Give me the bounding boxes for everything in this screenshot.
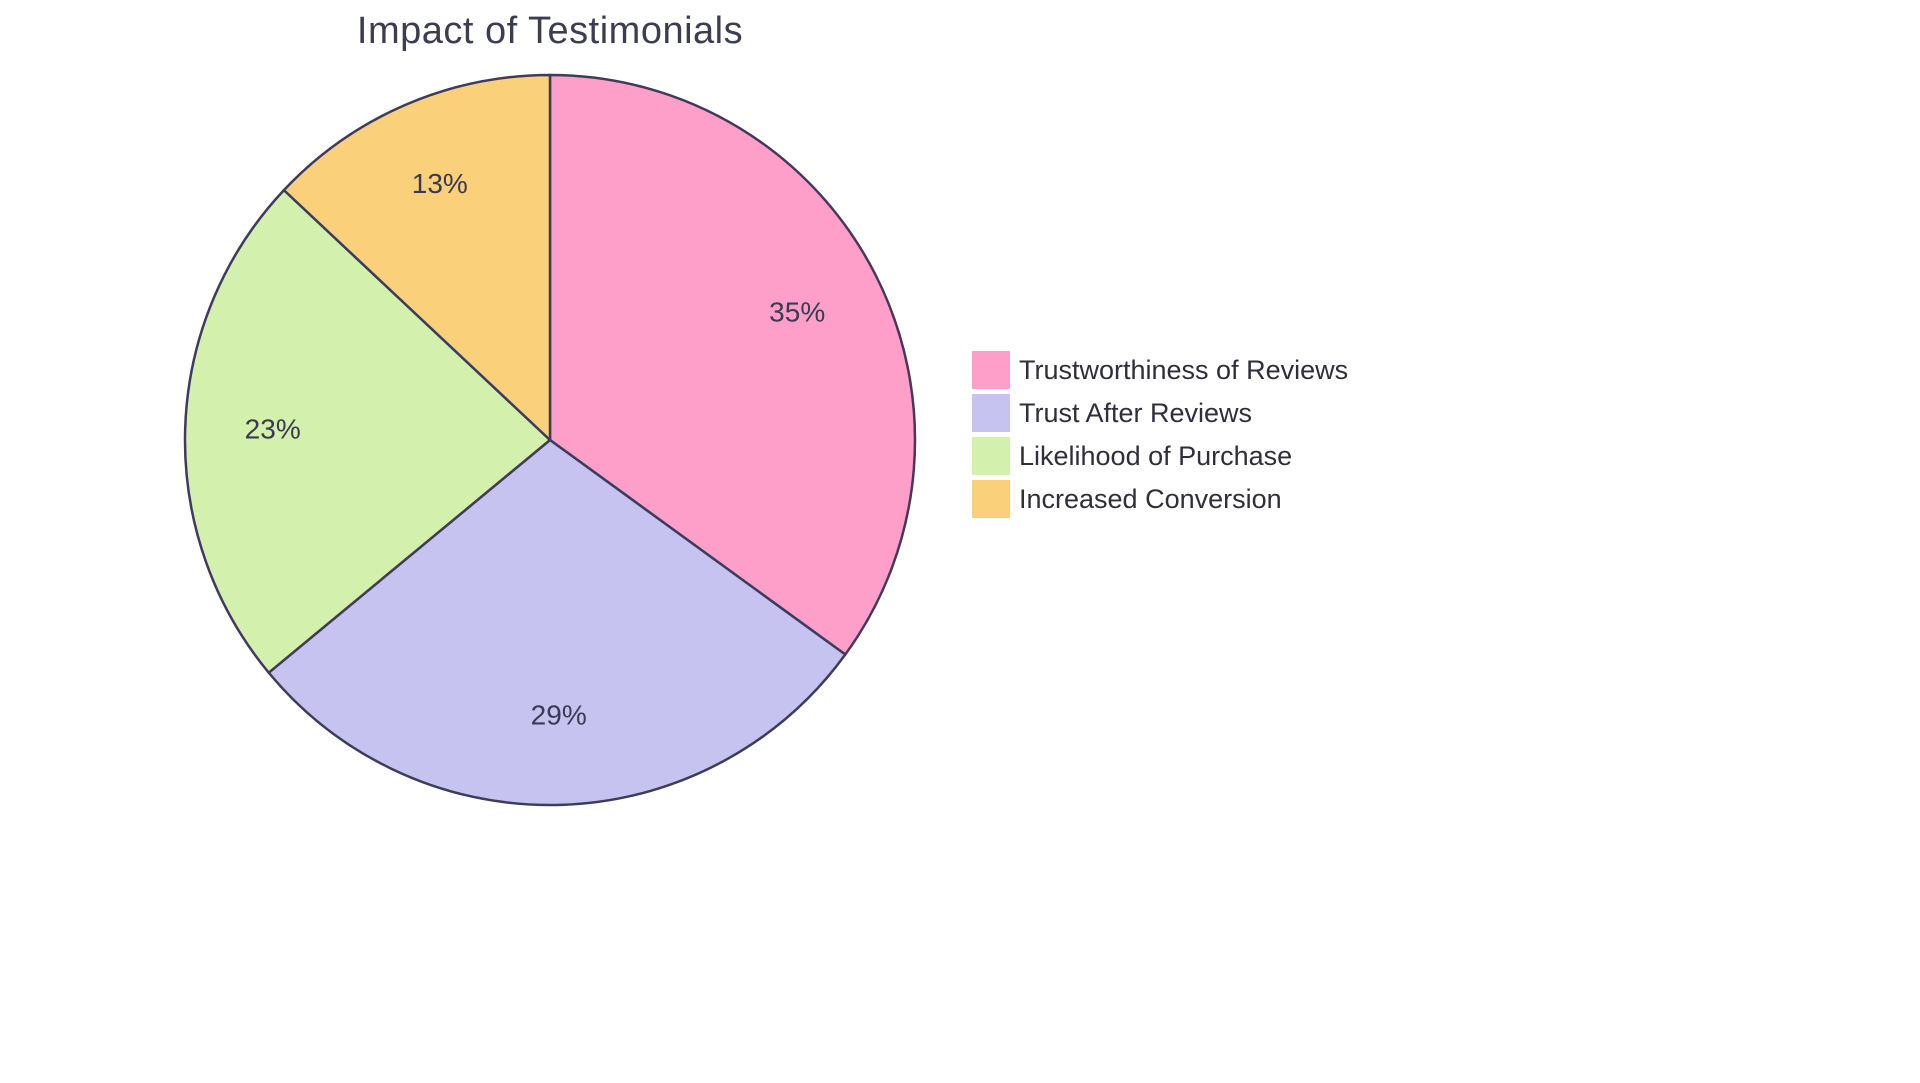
legend-swatch <box>972 351 1010 389</box>
slice-value-label: 29% <box>531 700 587 731</box>
slice-value-label: 23% <box>245 414 301 445</box>
legend-item: Trustworthiness of Reviews <box>972 351 1348 389</box>
legend-label: Increased Conversion <box>1019 483 1282 514</box>
legend-swatch <box>972 437 1010 475</box>
legend-item: Trust After Reviews <box>972 394 1348 432</box>
chart-title: Impact of Testimonials <box>356 10 744 52</box>
legend-item: Increased Conversion <box>972 480 1348 518</box>
pie-slice-1 <box>548 73 917 656</box>
pie-slice-3 <box>183 188 552 674</box>
legend-item: Likelihood of Purchase <box>972 437 1348 475</box>
legend-label: Likelihood of Purchase <box>1019 440 1293 471</box>
legend-swatch <box>972 394 1010 432</box>
legend-label: Trustworthiness of Reviews <box>1019 354 1349 385</box>
legend-swatch <box>972 480 1010 518</box>
slice-value-label: 13% <box>412 168 468 199</box>
slice-value-label: 35% <box>769 296 825 327</box>
pie-slice-2 <box>267 438 847 807</box>
legend-label: Trust After Reviews <box>1019 397 1253 428</box>
legend: Trustworthiness of Reviews Trust After Re… <box>972 351 1348 518</box>
pie-slice-4 <box>282 73 552 442</box>
